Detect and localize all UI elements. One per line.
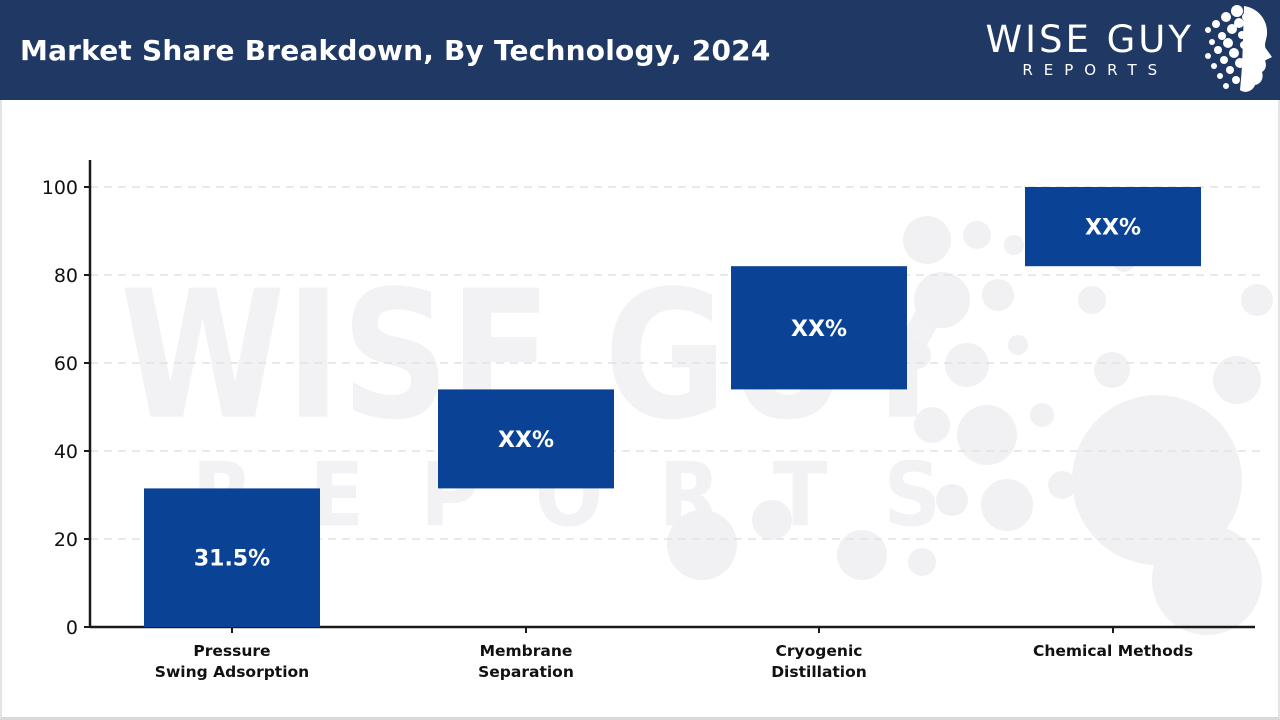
bar-value-label: XX%: [1085, 216, 1141, 241]
category-label: Chemical Methods: [1033, 642, 1193, 660]
y-tick-label: 100: [42, 177, 78, 199]
category-label: Pressure: [193, 642, 270, 660]
header-bar: Market Share Breakdown, By Technology, 2…: [0, 0, 1280, 100]
category-label: Cryogenic: [776, 642, 863, 660]
logo-wiseguy-text: WISE GUY: [985, 18, 1194, 61]
category-label: Distillation: [771, 663, 867, 681]
logo-text: WISE GUY REPORTS: [986, 21, 1194, 79]
bar-chemical-methods: [1025, 187, 1201, 267]
bar-membrane-separation: [438, 389, 614, 489]
chart-area: WISE GUY REPORTS 0 20 40 60 80 100 31.5% XX% XX%…: [0, 100, 1280, 720]
category-label: Swing Adsorption: [155, 663, 309, 681]
y-tick-label: 0: [66, 617, 78, 639]
category-label: Separation: [478, 663, 574, 681]
bar-value-label: XX%: [498, 428, 554, 453]
y-tick-label: 20: [54, 529, 78, 551]
page-title: Market Share Breakdown, By Technology, 2…: [20, 33, 771, 67]
bar-pressure-swing-adsorption: [144, 488, 320, 627]
logo-face-icon: [1205, 5, 1272, 92]
logo-reports-text: REPORTS: [1022, 61, 1169, 79]
bar-value-label: 31.5%: [194, 547, 270, 572]
y-tick-label: 40: [54, 441, 78, 463]
waterfall-chart: 0 20 40 60 80 100 31.5% XX% XX% XX% Pressure Swing …: [42, 160, 1264, 681]
category-label: Membrane: [480, 642, 573, 660]
bar-cryogenic-distillation: [731, 266, 907, 390]
bar-value-label: XX%: [791, 317, 847, 342]
y-tick-label: 60: [54, 353, 78, 375]
wiseguy-logo: WISE GUY REPORTS: [986, 0, 1274, 100]
y-tick-label: 80: [54, 265, 78, 287]
